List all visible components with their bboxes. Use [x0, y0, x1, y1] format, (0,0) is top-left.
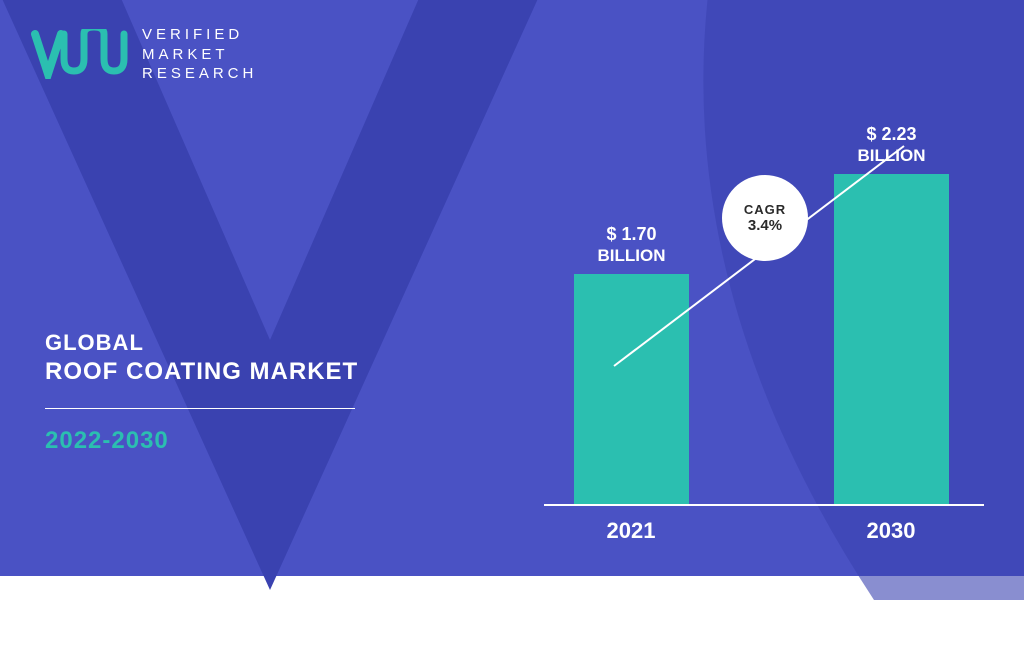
forecast-years: 2022-2030	[45, 427, 358, 455]
logo-mark-icon	[30, 29, 130, 79]
title-divider	[45, 408, 355, 409]
brand-logo: VERIFIED MARKET RESEARCH	[30, 25, 257, 84]
logo-line-2: MARKET	[142, 45, 257, 65]
cagr-label: CAGR	[744, 202, 786, 217]
cagr-value: 3.4%	[748, 217, 782, 234]
title-block: GLOBAL ROOF COATING MARKET 2022-2030	[45, 330, 358, 455]
bar-chart: $ 1.70 BILLION 2021 $ 2.23 BILLION 2030 …	[544, 56, 984, 516]
bar-2021-unit: BILLION	[574, 246, 689, 266]
bar-2030-value: $ 2.23	[834, 124, 949, 146]
bar-2021-label: $ 1.70 BILLION	[574, 224, 689, 266]
cagr-badge: CAGR 3.4%	[722, 175, 808, 261]
bar-2030-label: $ 2.23 BILLION	[834, 124, 949, 166]
bar-2030-unit: BILLION	[834, 146, 949, 166]
bar-2030	[834, 174, 949, 504]
year-label-2030: 2030	[867, 518, 916, 544]
year-label-2021: 2021	[607, 518, 656, 544]
chart-x-axis	[544, 504, 984, 506]
logo-line-1: VERIFIED	[142, 25, 257, 45]
title-line-1: GLOBAL	[45, 330, 358, 356]
title-line-2: ROOF COATING MARKET	[45, 358, 358, 386]
bar-2021	[574, 274, 689, 504]
logo-text: VERIFIED MARKET RESEARCH	[142, 25, 257, 84]
bar-2021-value: $ 1.70	[574, 224, 689, 246]
logo-line-3: RESEARCH	[142, 64, 257, 84]
